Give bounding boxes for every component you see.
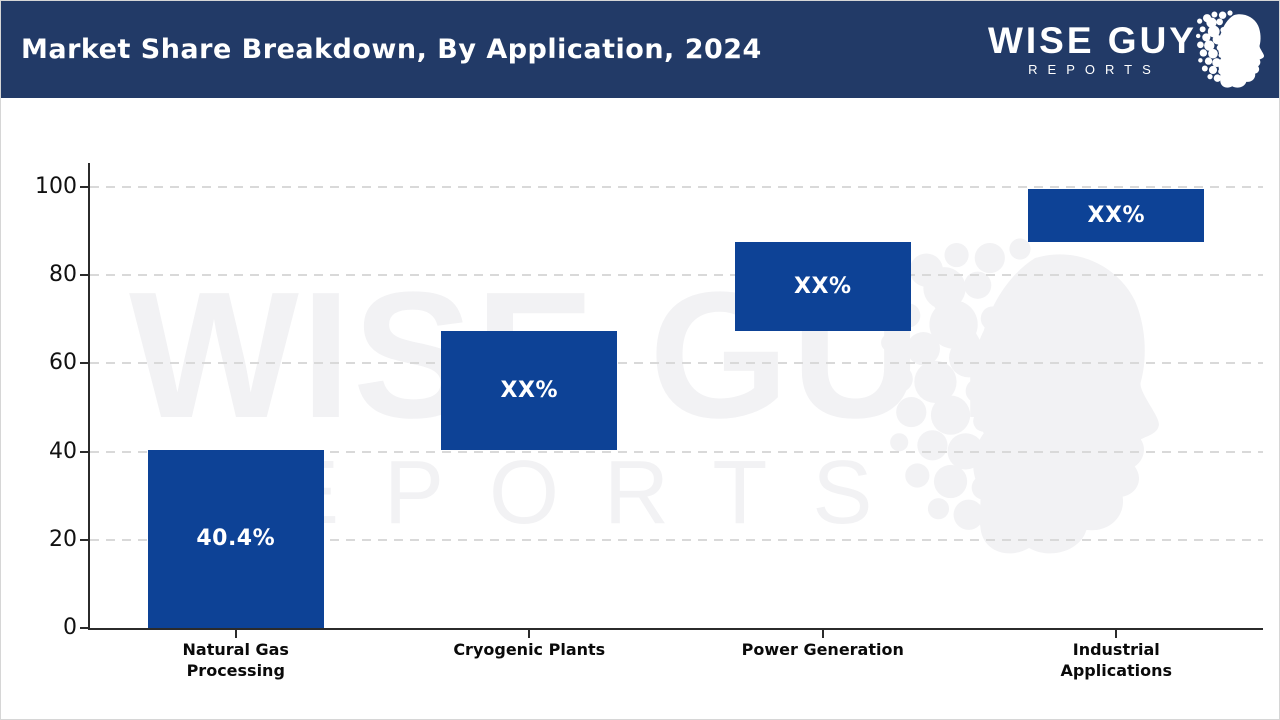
x-axis-label: Natural Gas Processing <box>182 640 289 680</box>
logo-head-icon <box>1195 9 1265 88</box>
y-tick-mark <box>80 186 89 188</box>
chart-area: WISE GUY REPORTS 0 20 40 60 80 100 40.4% Natura… <box>1 98 1279 719</box>
gridline <box>90 186 1263 188</box>
logo-wordmark-block: WISE GUY REPORTS <box>988 22 1197 77</box>
y-tick-label: 20 <box>49 526 77 552</box>
gridline <box>90 450 1263 453</box>
header-bar: Market Share Breakdown, By Application, … <box>1 1 1279 98</box>
bar-segment: XX% <box>1028 189 1205 243</box>
y-tick-mark <box>80 362 89 365</box>
x-tick-mark <box>234 630 237 638</box>
x-axis-label: Power Generation <box>741 640 904 659</box>
logo-subtext: REPORTS <box>1028 62 1161 77</box>
y-tick-mark <box>80 538 89 541</box>
gridline <box>90 538 1263 541</box>
bar-segment: XX% <box>441 330 618 450</box>
bar-value-label: XX% <box>500 377 558 403</box>
gridline <box>90 362 1263 365</box>
logo-wordmark: WISE GUY <box>987 20 1197 61</box>
bar-value-label: 40.4% <box>196 526 276 552</box>
gridline <box>90 274 1263 277</box>
chart-title: Market Share Breakdown, By Application, … <box>21 34 762 65</box>
y-tick-mark <box>80 450 89 453</box>
y-tick-label: 40 <box>49 438 77 464</box>
x-axis-label: Cryogenic Plants <box>453 640 606 659</box>
bar-value-label: XX% <box>1087 203 1145 229</box>
bar-segment: XX% <box>734 242 911 331</box>
x-tick-mark <box>1115 630 1118 638</box>
y-axis-line <box>88 163 90 630</box>
x-tick-mark <box>821 630 824 638</box>
bar-segment: 40.4% <box>147 449 324 628</box>
y-tick-label: 0 <box>63 615 77 640</box>
y-tick-mark <box>80 274 89 277</box>
plot: 0 20 40 60 80 100 40.4% Natural Gas Processing X… <box>1 98 1279 719</box>
y-tick-mark <box>80 627 89 629</box>
y-tick-label: 60 <box>49 350 77 376</box>
x-axis-label: Industrial Applications <box>1060 640 1173 680</box>
y-tick-label: 80 <box>49 262 77 288</box>
x-tick-mark <box>528 630 531 638</box>
y-tick-label: 100 <box>35 174 77 199</box>
wiseguy-logo: WISE GUY REPORTS <box>988 9 1267 91</box>
x-axis-line <box>88 628 1263 630</box>
bar-value-label: XX% <box>794 273 852 299</box>
